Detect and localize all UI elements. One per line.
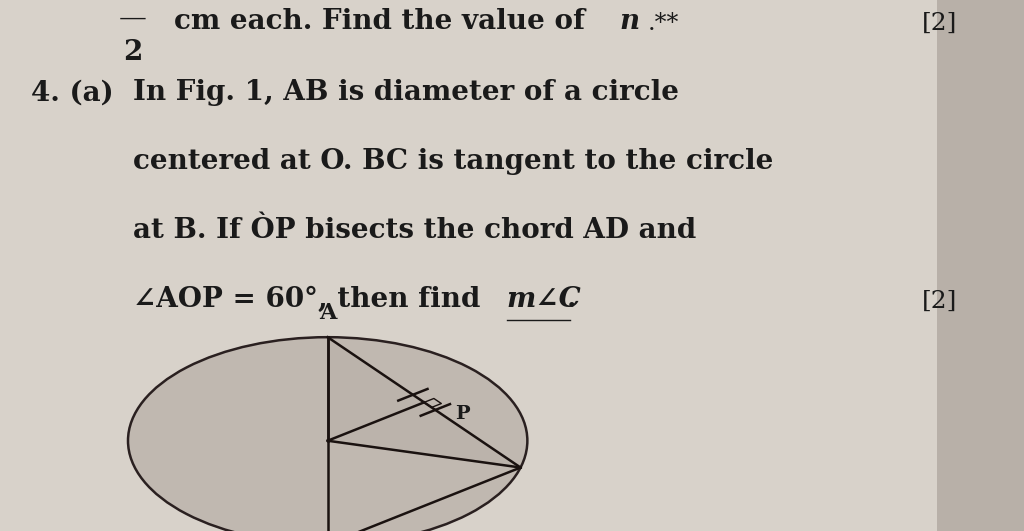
Text: 4. (a): 4. (a) <box>31 79 114 106</box>
Text: n: n <box>620 7 640 35</box>
Text: —: — <box>119 5 147 32</box>
Text: at B. If ÒP bisects the chord AD and: at B. If ÒP bisects the chord AD and <box>133 217 696 244</box>
Text: cm each. Find the value of: cm each. Find the value of <box>174 7 595 35</box>
Text: [2]: [2] <box>922 12 957 35</box>
Text: 2: 2 <box>124 39 142 66</box>
Polygon shape <box>328 337 520 467</box>
Polygon shape <box>128 337 527 531</box>
Text: ∠AOP = 60°, then find: ∠AOP = 60°, then find <box>133 286 490 313</box>
Text: centered at O. BC is tangent to the circle: centered at O. BC is tangent to the circ… <box>133 148 773 175</box>
Text: .**: .** <box>648 12 680 35</box>
Text: In Fig. 1, AB is diameter of a circle: In Fig. 1, AB is diameter of a circle <box>133 79 679 106</box>
Bar <box>937 0 1024 531</box>
Text: A: A <box>319 302 336 324</box>
Text: P: P <box>455 405 469 423</box>
Text: m∠C: m∠C <box>507 286 582 313</box>
Text: [2]: [2] <box>922 290 957 313</box>
Text: .: . <box>566 286 575 313</box>
